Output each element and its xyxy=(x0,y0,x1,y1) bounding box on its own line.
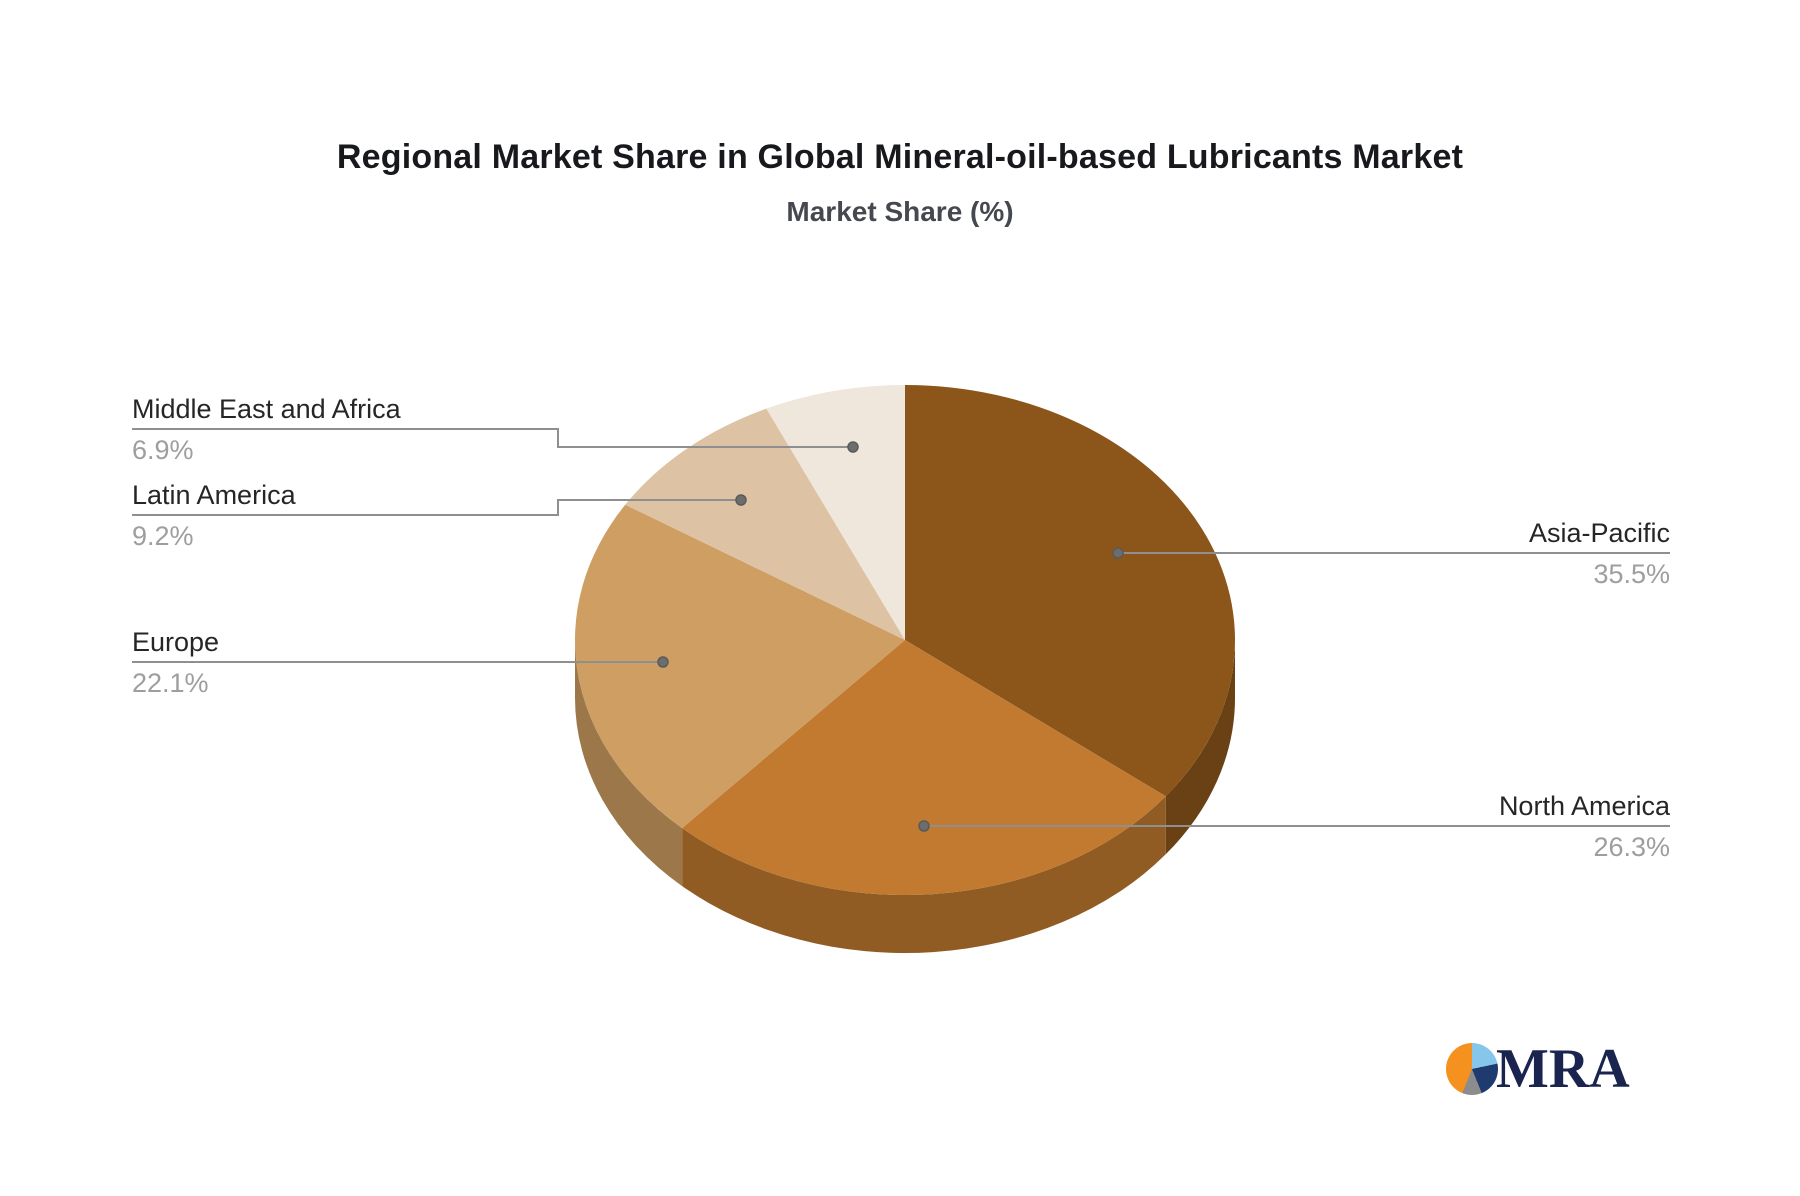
callout-value: 22.1% xyxy=(132,668,209,698)
callout-value: 35.5% xyxy=(1593,559,1670,589)
callout-label: North America xyxy=(1498,791,1670,821)
brand-logo: MRA xyxy=(1446,1040,1630,1098)
chart-subtitle: Market Share (%) xyxy=(786,196,1014,227)
leader-dot-europe xyxy=(657,656,669,668)
pie-slice-middle-east-and-africa xyxy=(766,385,905,640)
leader-dot-middle-east-and-africa xyxy=(847,441,859,453)
leader-dot-asia-pacific xyxy=(1112,547,1124,559)
callout-value: 9.2% xyxy=(132,521,194,551)
callout-label: Middle East and Africa xyxy=(132,394,401,424)
callout-value: 6.9% xyxy=(132,435,194,465)
leader-dot-north-america xyxy=(918,820,930,832)
pie-slice-north-america xyxy=(682,640,1166,895)
pie-slice-side-europe xyxy=(575,640,683,887)
callout-latin-america: Latin America 9.2% xyxy=(132,478,612,551)
pie-slice-asia-pacific xyxy=(905,385,1235,797)
pie-slice-latin-america xyxy=(625,408,905,640)
callout-label: Latin America xyxy=(132,480,296,510)
callout-europe: Europe 22.1% xyxy=(132,625,612,698)
brand-logo-text: MRA xyxy=(1496,1038,1630,1100)
callout-asia-pacific: Asia-Pacific 35.5% xyxy=(1190,516,1670,589)
callout-value: 26.3% xyxy=(1593,832,1670,862)
pie-slice-europe xyxy=(574,504,905,829)
callout-middle-east-and-africa: Middle East and Africa 6.9% xyxy=(132,392,612,465)
callout-label: Asia-Pacific xyxy=(1528,518,1670,548)
leader-line-latin-america xyxy=(132,499,741,516)
pie-slice-side-asia-pacific xyxy=(1165,640,1235,855)
pie-logo-icon xyxy=(1446,1043,1498,1095)
chart-title: Regional Market Share in Global Mineral-… xyxy=(336,138,1464,176)
leader-line-middle-east-and-africa xyxy=(132,428,853,448)
pie-slice-side-north-america xyxy=(682,796,1166,953)
leader-dot-latin-america xyxy=(735,494,747,506)
callout-label: Europe xyxy=(132,627,220,657)
callout-north-america: North America 26.3% xyxy=(1190,789,1670,862)
